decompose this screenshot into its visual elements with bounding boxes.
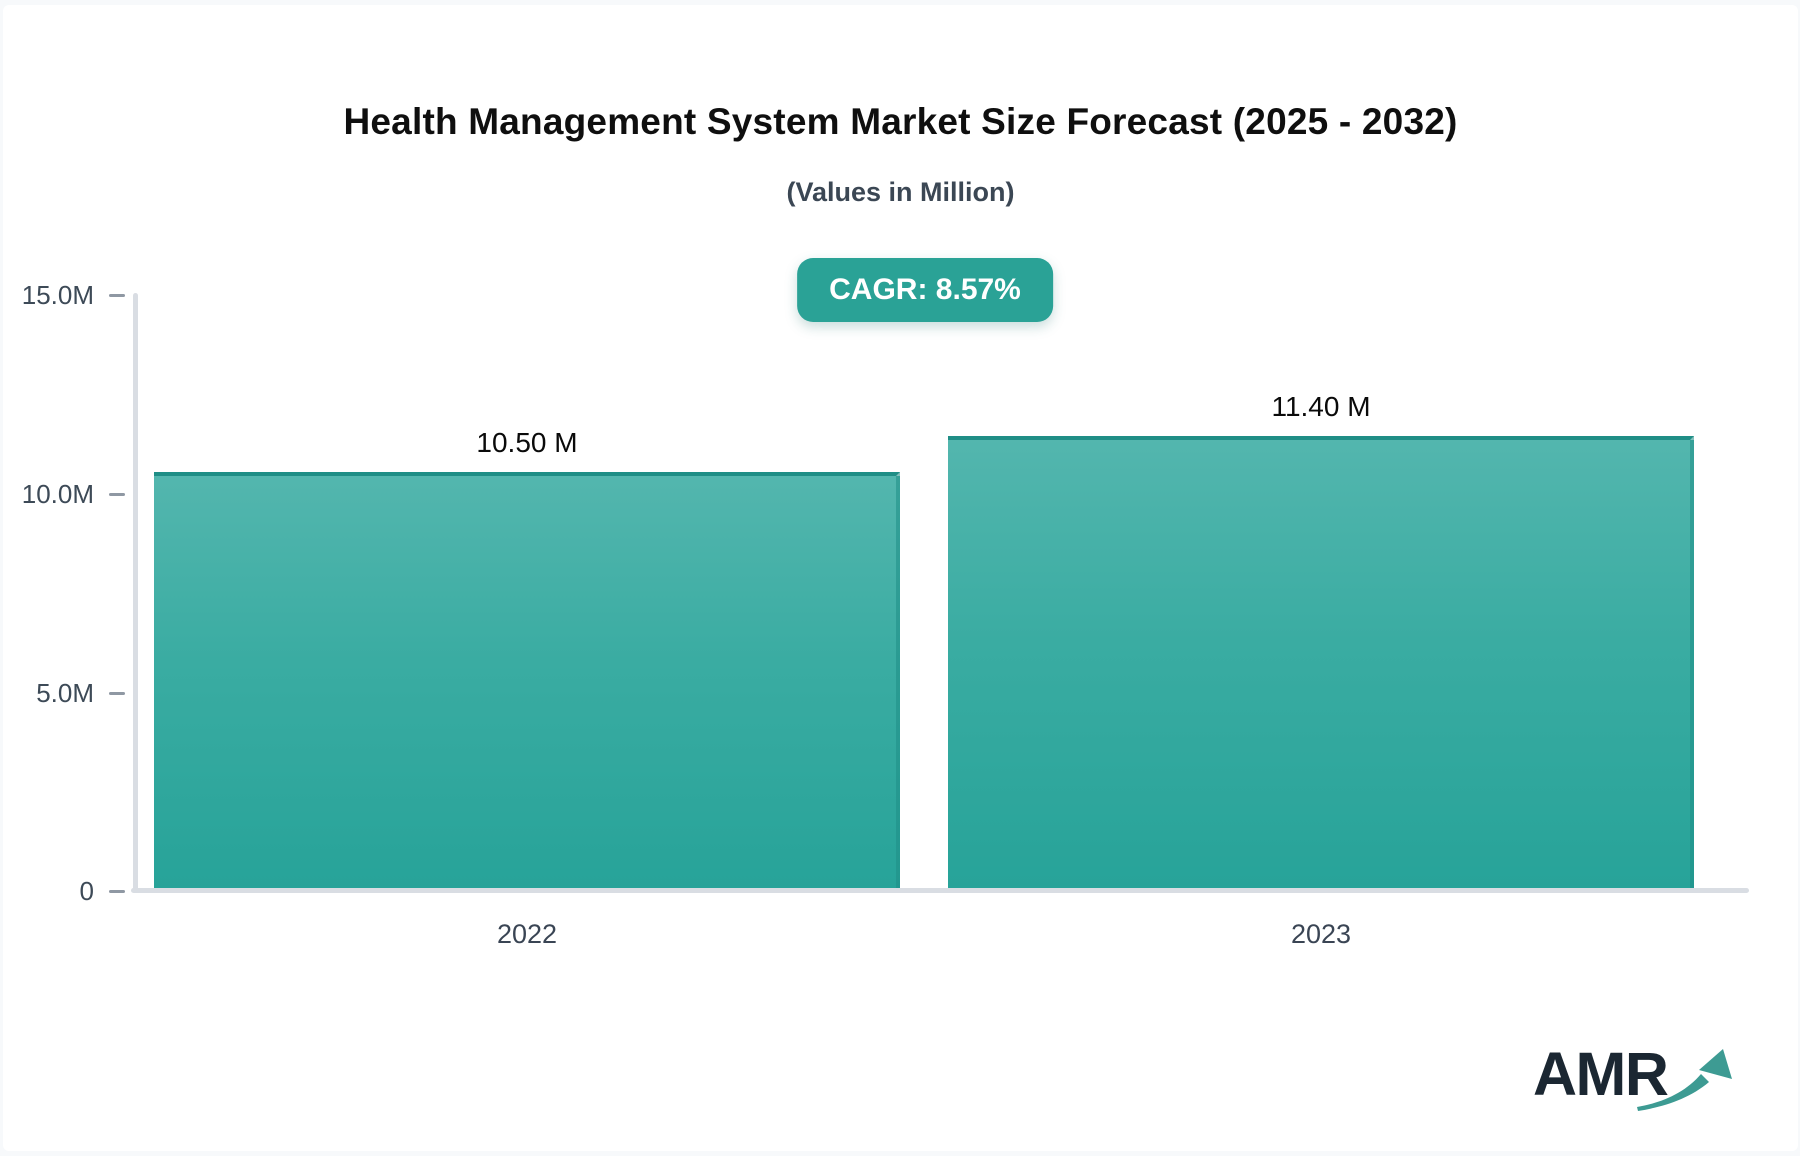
chart-subtitle: (Values in Million) — [786, 177, 1015, 207]
y-tick-label: 10.0M — [21, 478, 94, 509]
bar-value-2022: 10.50 M — [476, 426, 578, 458]
x-tick-2023: 2023 — [1290, 919, 1352, 949]
y-tick-5m: 5.0M — [7, 678, 125, 708]
bar-2022 — [154, 471, 900, 888]
x-axis-line — [131, 888, 1749, 893]
bar-value-2023: 11.40 M — [1271, 390, 1371, 422]
y-axis-line — [133, 293, 138, 891]
growth-arrow-icon — [1637, 1049, 1732, 1111]
amr-logo-text: AMR — [1533, 1040, 1669, 1108]
tick-dash-icon — [109, 492, 125, 496]
y-tick-10m: 10.0M — [7, 479, 125, 509]
y-tick-15m: 15.0M — [7, 280, 125, 310]
amr-logo: AMR — [1533, 1035, 1732, 1119]
x-tick-2022: 2022 — [496, 919, 558, 949]
y-tick-label: 0 — [79, 875, 94, 906]
tick-dash-icon — [109, 889, 125, 893]
cagr-badge: CAGR: 8.57% — [797, 258, 1053, 322]
y-tick-0: 0 — [7, 876, 125, 906]
y-tick-label: 5.0M — [36, 677, 94, 708]
tick-dash-icon — [109, 293, 125, 297]
y-tick-label: 15.0M — [21, 279, 94, 310]
chart-card: Health Management System Market Size For… — [3, 5, 1798, 1151]
tick-dash-icon — [109, 691, 125, 695]
bar-2023 — [948, 435, 1694, 888]
chart-title: Health Management System Market Size For… — [343, 101, 1458, 142]
